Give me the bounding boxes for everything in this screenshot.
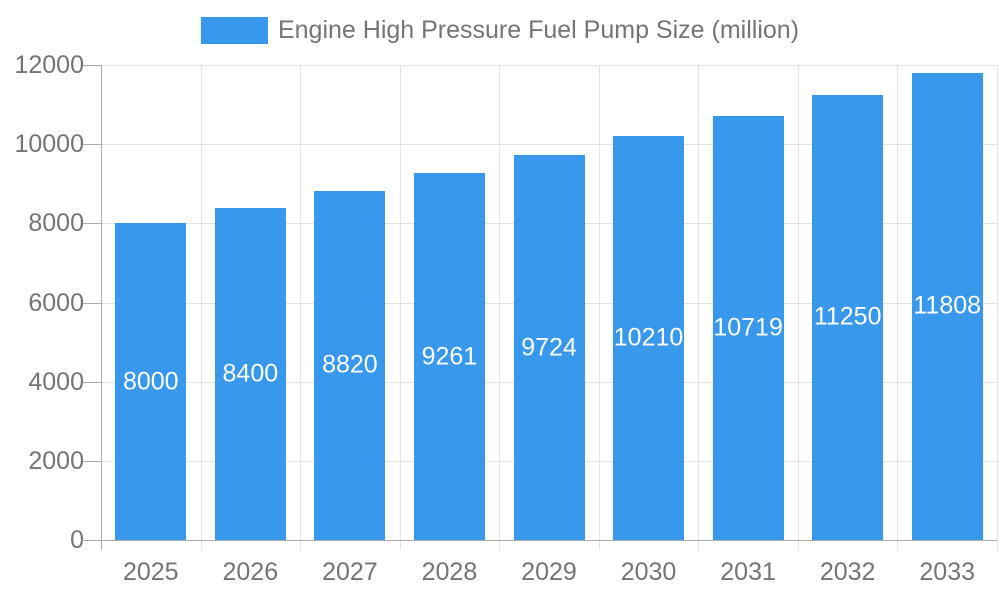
x-axis-tick-label: 2033 (919, 558, 976, 586)
v-gridline (300, 65, 302, 550)
x-axis-tick-label: 2029 (521, 558, 577, 586)
y-axis-tick-label: 10000 (14, 130, 84, 159)
h-gridline (101, 65, 997, 66)
y-axis-tick-label: 2000 (28, 446, 84, 475)
v-gridline (499, 65, 501, 550)
y-axis-tick-label: 4000 (28, 367, 84, 396)
legend-swatch (200, 17, 268, 44)
bar-2030[interactable] (613, 135, 685, 540)
x-axis-line (81, 540, 997, 541)
bar-2029[interactable] (513, 155, 585, 540)
v-gridline (698, 65, 700, 550)
bar-2027[interactable] (314, 190, 386, 540)
bar-2026[interactable] (214, 207, 286, 540)
x-axis-tick-label: 2026 (222, 558, 279, 586)
y-axis-tick (81, 144, 101, 146)
y-axis-tick-label: 12000 (14, 51, 84, 79)
bar-2032[interactable] (812, 94, 884, 540)
x-axis-tick-label: 2031 (720, 558, 776, 586)
y-axis-tick (81, 65, 101, 66)
bar-2028[interactable] (413, 173, 485, 540)
y-axis-tick-label: 8000 (28, 209, 84, 238)
x-axis-tick-label: 2025 (122, 558, 179, 586)
y-axis-tick-label: 0 (70, 526, 84, 554)
y-axis-tick (81, 223, 101, 225)
y-axis-tick-label: 6000 (28, 288, 84, 317)
bar-2033[interactable] (911, 72, 983, 540)
v-gridline (200, 65, 202, 550)
bar-2025[interactable] (115, 223, 187, 540)
v-gridline (598, 65, 600, 550)
x-axis-tick-label: 2027 (322, 558, 378, 586)
y-axis-tick (81, 381, 101, 383)
v-gridline (399, 65, 401, 550)
x-axis-tick-label: 2028 (421, 558, 478, 586)
x-axis-tick-label: 2030 (620, 558, 677, 586)
bar-2031[interactable] (712, 115, 784, 540)
x-axis-tick-label: 2032 (819, 558, 876, 586)
y-axis-tick (81, 460, 101, 462)
v-gridline (797, 65, 799, 550)
legend[interactable]: Engine High Pressure Fuel Pump Size (mil… (0, 16, 1000, 45)
v-gridline (997, 65, 998, 550)
y-axis-tick (81, 302, 101, 304)
y-axis-line (101, 65, 102, 550)
v-gridline (897, 65, 899, 550)
legend-label: Engine High Pressure Fuel Pump Size (mil… (277, 16, 800, 44)
